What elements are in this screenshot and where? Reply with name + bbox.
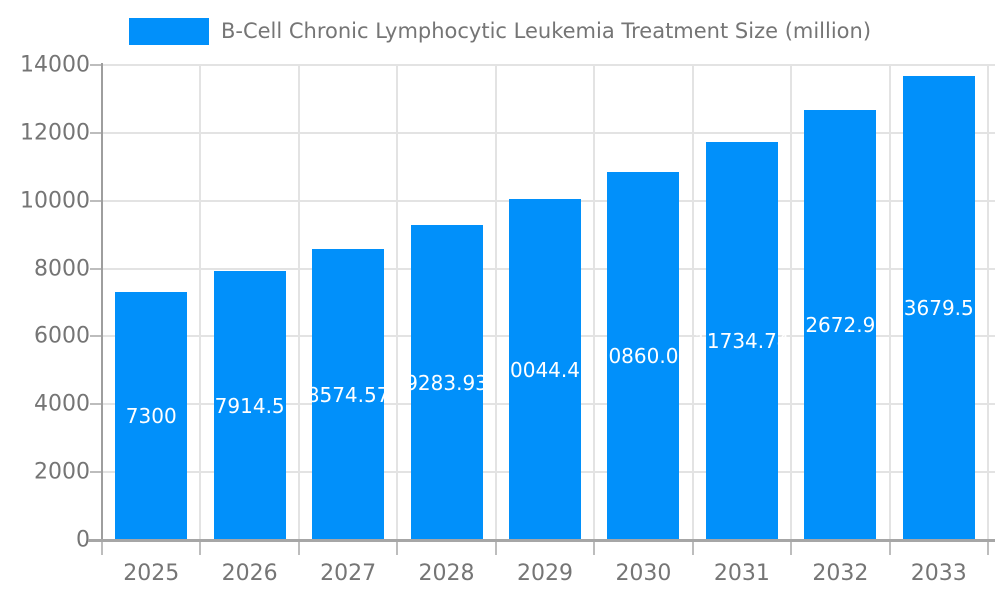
bar-value-label: 7300	[125, 404, 177, 429]
legend-series-label: B-Cell Chronic Lymphocytic Leukemia Trea…	[220, 19, 872, 43]
x-tick-label: 2032	[812, 561, 869, 586]
bar	[312, 249, 385, 540]
x-axis-tick	[101, 541, 103, 555]
y-axis-tick	[90, 64, 102, 66]
bar	[410, 225, 483, 540]
v-gridline	[593, 65, 596, 540]
x-tick-label: 2027	[320, 561, 377, 586]
bar-value-label: 9283.93	[405, 370, 488, 395]
bar	[607, 171, 680, 540]
x-axis-line	[88, 539, 995, 542]
v-gridline	[790, 65, 793, 540]
v-gridline	[199, 65, 202, 540]
x-axis-tick	[691, 541, 694, 555]
y-axis-tick	[90, 471, 102, 474]
y-axis-tick	[90, 199, 102, 202]
bar-value-label: 11734.74	[694, 328, 790, 353]
x-axis-tick	[593, 541, 596, 555]
v-gridline	[396, 65, 399, 540]
bar	[115, 292, 188, 540]
y-axis-tick	[90, 131, 102, 134]
x-tick-label: 2025	[123, 561, 180, 586]
x-tick-label: 2029	[517, 561, 573, 586]
x-axis-tick	[396, 541, 399, 555]
y-axis-line	[101, 63, 103, 540]
v-gridline	[987, 65, 989, 540]
y-tick-label: 10000	[20, 188, 90, 214]
y-axis-tick	[90, 267, 102, 270]
legend-swatch	[128, 17, 209, 45]
bar-value-label: 8574.57	[306, 382, 390, 407]
bar-value-label: 10860.08	[595, 343, 692, 368]
x-tick-label: 2028	[418, 561, 475, 586]
bar-value-label: 10044.45	[497, 357, 593, 382]
bar	[804, 110, 877, 540]
x-tick-label: 2031	[713, 561, 770, 586]
v-gridline	[297, 65, 300, 540]
v-gridline	[888, 65, 891, 540]
chart-legend: B-Cell Chronic Lymphocytic Leukemia Trea…	[0, 16, 1000, 46]
h-gridline	[102, 131, 995, 134]
bar-value-label: 7914.5	[214, 393, 285, 418]
bar	[705, 141, 778, 540]
y-tick-label: 12000	[20, 120, 90, 146]
x-axis-tick	[790, 541, 793, 555]
x-tick-label: 2033	[910, 561, 967, 586]
y-axis-tick	[90, 335, 102, 338]
x-tick-label: 2030	[615, 561, 672, 586]
y-tick-label: 14000	[20, 52, 90, 78]
y-tick-label: 0	[76, 527, 90, 553]
bar	[902, 75, 975, 540]
x-tick-label: 2026	[221, 561, 278, 586]
bar	[213, 271, 286, 540]
x-axis-tick	[199, 541, 202, 555]
x-axis-tick	[494, 541, 497, 555]
x-axis-tick	[888, 541, 891, 555]
y-tick-label: 4000	[34, 391, 90, 417]
v-gridline	[691, 65, 694, 540]
x-axis-tick	[297, 541, 300, 555]
y-tick-label: 8000	[34, 256, 90, 282]
y-tick-label: 6000	[34, 323, 90, 349]
bar-value-label: 13679.59	[891, 295, 987, 320]
bar-value-label: 12672.96	[792, 313, 889, 337]
y-axis-tick	[90, 403, 102, 406]
v-gridline	[494, 65, 497, 540]
x-axis-tick	[987, 541, 989, 555]
y-tick-label: 2000	[34, 459, 90, 485]
bar	[509, 199, 581, 540]
h-gridline	[102, 64, 995, 66]
